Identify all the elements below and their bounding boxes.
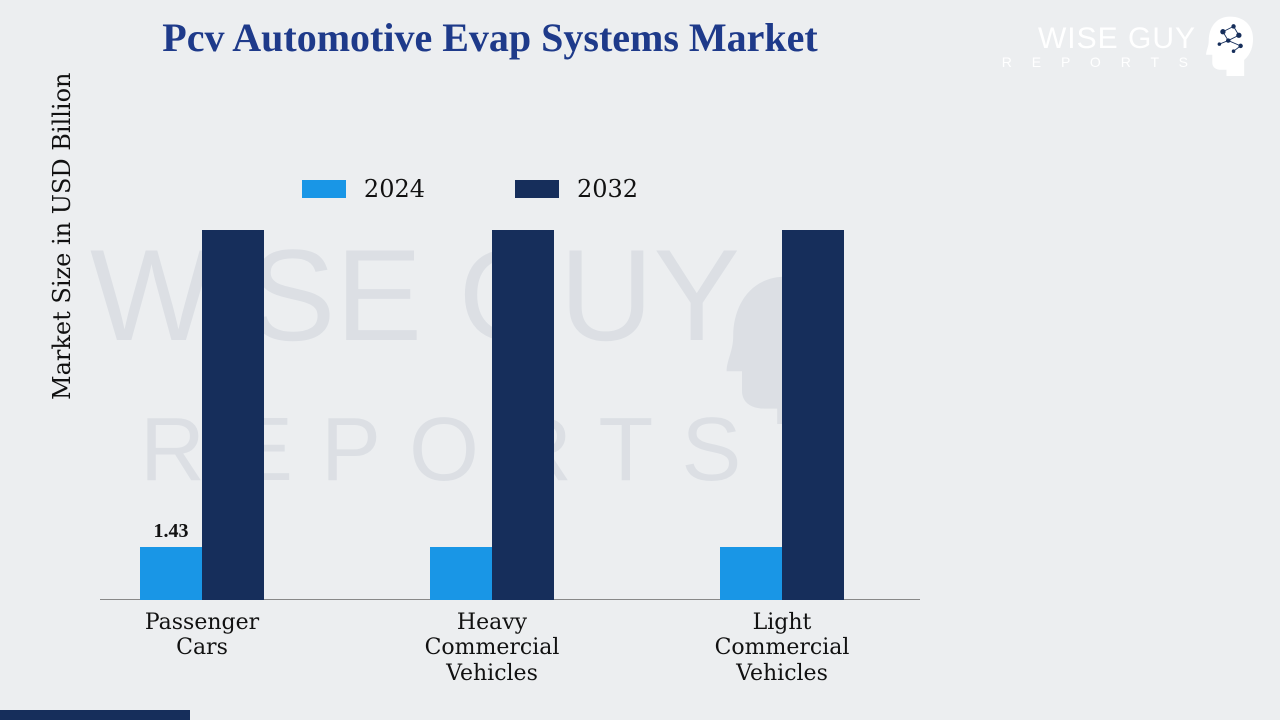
- footer-accent-strip: [0, 710, 190, 720]
- bar-group: [140, 230, 264, 600]
- bar-value-label: 1.43: [130, 520, 212, 543]
- legend: 2024 2032: [0, 175, 940, 203]
- legend-label-2024: 2024: [364, 175, 425, 203]
- bar-group: [720, 230, 844, 600]
- y-axis-title: Market Size in USD Billion: [48, 72, 76, 400]
- x-axis-category-label: HeavyCommercialVehicles: [392, 610, 592, 686]
- x-axis-labels: PassengerCars HeavyCommercialVehicles Ligh…: [100, 606, 920, 696]
- brand-name: WISE GUY: [1038, 22, 1196, 55]
- bar-2032: [782, 230, 844, 600]
- chart-title: Pcv Automotive Evap Systems Market: [40, 14, 940, 61]
- bar-2032: [202, 230, 264, 600]
- brand-logo: WISE GUY R E P O R T S: [1002, 14, 1258, 81]
- bar-2032: [492, 230, 554, 600]
- legend-item-2032: 2032: [515, 175, 638, 203]
- x-axis-category-label: LightCommercialVehicles: [682, 610, 882, 686]
- legend-label-2032: 2032: [577, 175, 638, 203]
- bar-2024: [720, 547, 782, 600]
- brand-head-icon: [1202, 14, 1258, 81]
- bar-2024: [140, 547, 202, 600]
- legend-item-2024: 2024: [302, 175, 425, 203]
- x-axis-category-label: PassengerCars: [102, 610, 302, 661]
- bar-2024: [430, 547, 492, 600]
- brand-subname: R E P O R T S: [1002, 54, 1196, 70]
- legend-swatch-2024: [302, 180, 346, 198]
- legend-swatch-2032: [515, 180, 559, 198]
- bar-group: [430, 230, 554, 600]
- chart-plot-area: 1.43: [100, 230, 920, 600]
